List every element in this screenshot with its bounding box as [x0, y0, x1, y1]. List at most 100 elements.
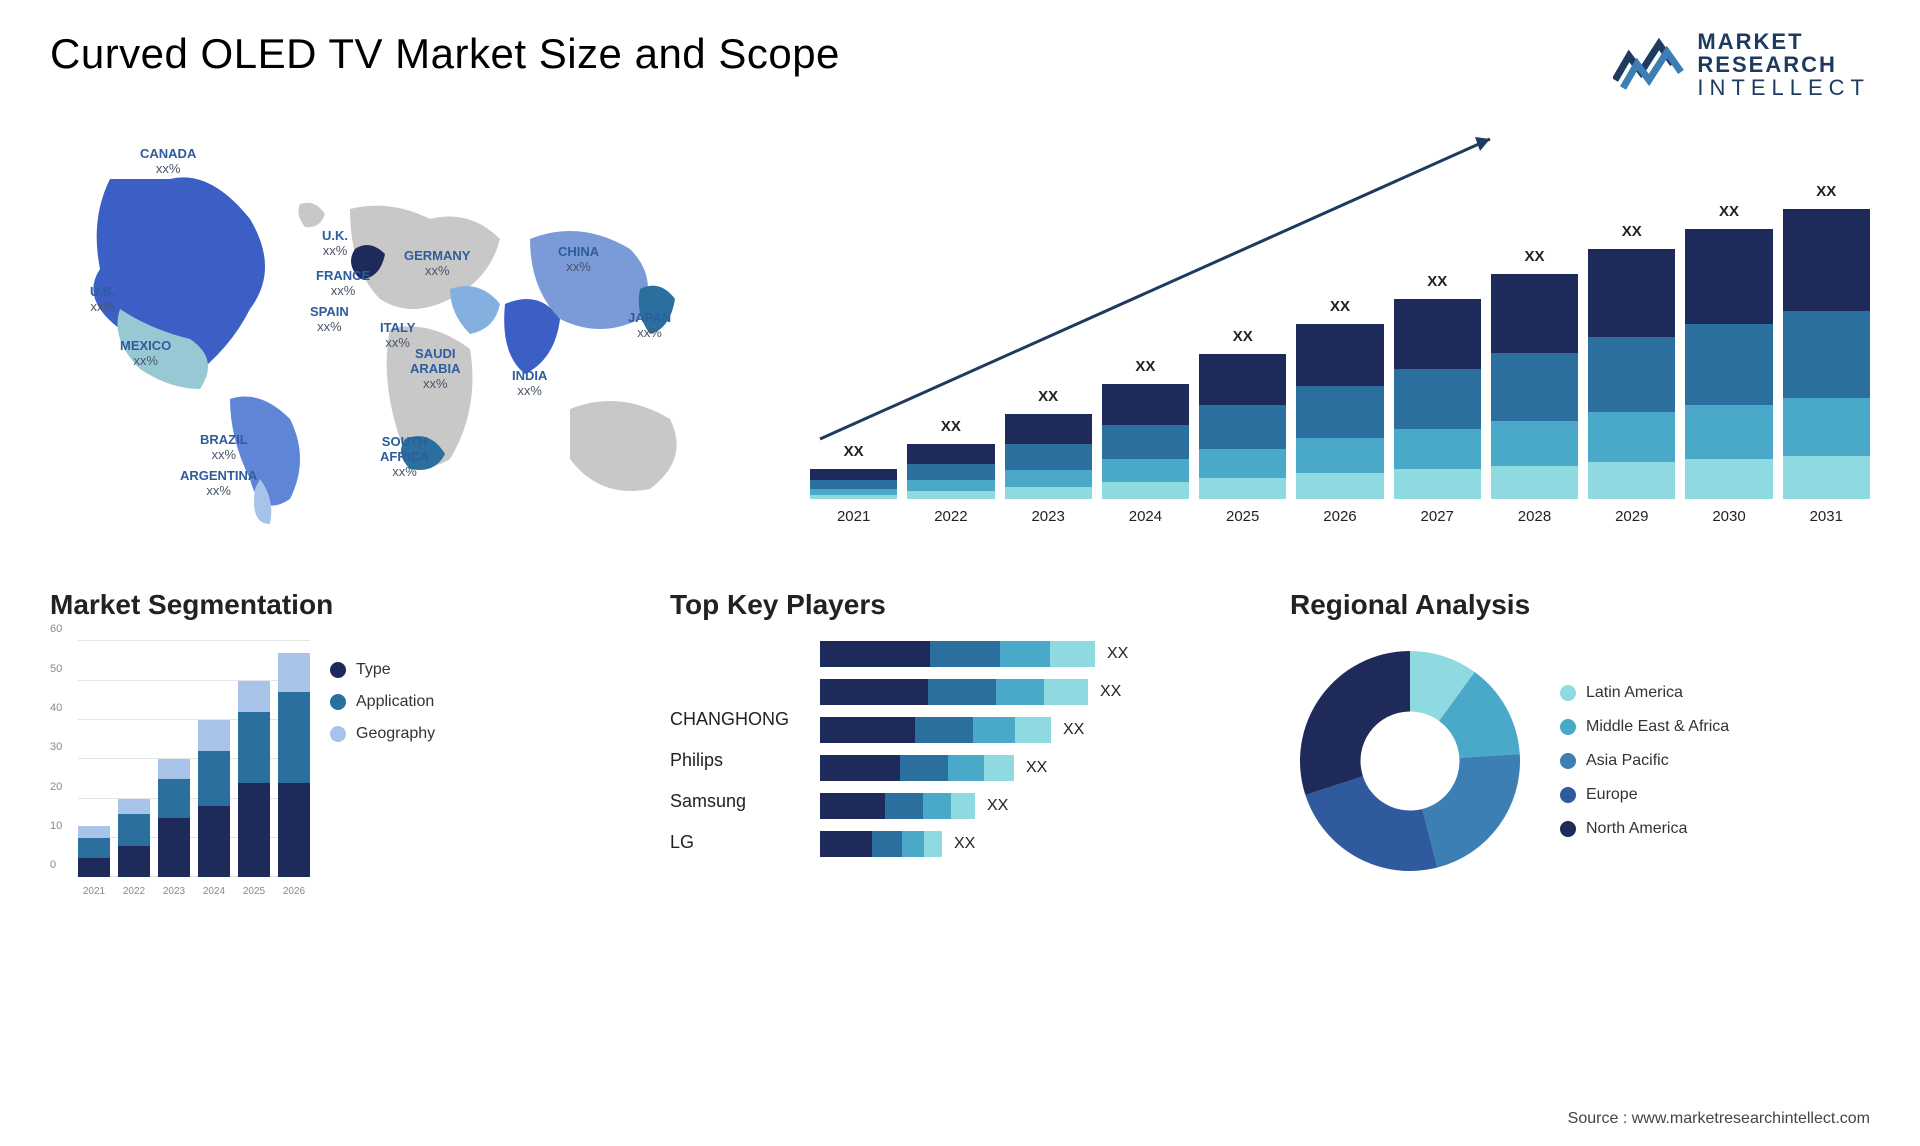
growth-bar: XX2029	[1588, 249, 1675, 499]
seg-bar-year: 2024	[198, 886, 230, 897]
growth-bar-year: 2023	[1005, 508, 1092, 525]
seg-ytick: 30	[50, 741, 62, 753]
player-bar-value: XX	[1063, 721, 1084, 739]
seg-ytick: 10	[50, 820, 62, 832]
growth-bar-year: 2024	[1102, 508, 1189, 525]
growth-bar: XX2022	[907, 444, 994, 499]
seg-bar: 2026	[278, 653, 310, 877]
growth-bar-value: XX	[1102, 358, 1189, 375]
logo-line1: MARKET	[1697, 30, 1870, 53]
growth-bar-value: XX	[1296, 298, 1383, 315]
growth-bar: XX2024	[1102, 384, 1189, 499]
map-label: ARGENTINAxx%	[180, 469, 257, 499]
growth-bar: XX2023	[1005, 414, 1092, 499]
seg-ytick: 40	[50, 702, 62, 714]
seg-ytick: 0	[50, 859, 56, 871]
player-bar-value: XX	[1100, 683, 1121, 701]
seg-bar: 2021	[78, 826, 110, 877]
legend-item: Europe	[1560, 786, 1729, 804]
map-label: INDIAxx%	[512, 369, 547, 399]
donut-slice	[1305, 777, 1437, 872]
seg-ytick: 60	[50, 623, 62, 635]
growth-bar-year: 2025	[1199, 508, 1286, 525]
legend-item: Geography	[330, 725, 435, 743]
seg-ytick: 50	[50, 663, 62, 675]
growth-bar-value: XX	[1491, 248, 1578, 265]
segmentation-legend: TypeApplicationGeography	[330, 641, 435, 901]
player-bar-value: XX	[987, 797, 1008, 815]
growth-chart: XX2021XX2022XX2023XX2024XX2025XX2026XX20…	[810, 129, 1870, 529]
seg-bar-year: 2026	[278, 886, 310, 897]
source-attribution: Source : www.marketresearchintellect.com	[1568, 1110, 1870, 1128]
map-label: SPAINxx%	[310, 305, 349, 335]
brand-logo: MARKET RESEARCH INTELLECT	[1613, 30, 1870, 99]
growth-bar-year: 2030	[1685, 508, 1772, 525]
regional-panel: Regional Analysis Latin America Middle Ea…	[1290, 589, 1870, 901]
map-label: U.K.xx%	[322, 229, 348, 259]
growth-bar: XX2021	[810, 469, 897, 499]
growth-bar: XX2025	[1199, 354, 1286, 499]
seg-bar: 2025	[238, 681, 270, 878]
top-players-panel: Top Key Players CHANGHONGPhilipsSamsungL…	[670, 589, 1250, 901]
logo-line3: INTELLECT	[1697, 76, 1870, 99]
growth-bar-year: 2026	[1296, 508, 1383, 525]
player-labels: CHANGHONGPhilipsSamsungLG	[670, 641, 800, 857]
player-name: Samsung	[670, 791, 800, 812]
growth-bar: XX2030	[1685, 229, 1772, 499]
player-bar-row: XX	[820, 831, 1250, 857]
map-label: MEXICOxx%	[120, 339, 171, 369]
growth-bar-year: 2028	[1491, 508, 1578, 525]
map-label: BRAZILxx%	[200, 433, 248, 463]
growth-bar-value: XX	[1394, 273, 1481, 290]
legend-item: Asia Pacific	[1560, 752, 1729, 770]
legend-item: Latin America	[1560, 684, 1729, 702]
growth-bar: XX2028	[1491, 274, 1578, 499]
seg-bar: 2023	[158, 759, 190, 877]
player-name: Philips	[670, 750, 800, 771]
map-label: SAUDIARABIAxx%	[410, 347, 461, 392]
map-label: CANADAxx%	[140, 147, 196, 177]
map-label: U.S.xx%	[90, 285, 115, 315]
growth-bar-year: 2029	[1588, 508, 1675, 525]
growth-bar-value: XX	[1005, 388, 1092, 405]
player-bar-value: XX	[1026, 759, 1047, 777]
seg-bar: 2022	[118, 799, 150, 878]
logo-line2: RESEARCH	[1697, 53, 1870, 76]
player-bar-row: XX	[820, 679, 1250, 705]
legend-item: Application	[330, 693, 435, 711]
growth-bar-value: XX	[907, 418, 994, 435]
growth-bar: XX2026	[1296, 324, 1383, 499]
growth-bar-value: XX	[1685, 203, 1772, 220]
player-bar-row: XX	[820, 755, 1250, 781]
growth-bar: XX2031	[1783, 209, 1870, 499]
seg-bar: 2024	[198, 720, 230, 877]
player-bar-row: XX	[820, 793, 1250, 819]
growth-bar-value: XX	[1588, 223, 1675, 240]
growth-bar: XX2027	[1394, 299, 1481, 499]
map-label: FRANCExx%	[316, 269, 370, 299]
player-bars: XXXXXXXXXXXX	[820, 641, 1250, 857]
seg-bar-year: 2025	[238, 886, 270, 897]
segmentation-chart: 0102030405060 202120222023202420252026	[50, 641, 310, 901]
donut-slice	[1300, 651, 1410, 795]
seg-bar-year: 2023	[158, 886, 190, 897]
map-label: GERMANYxx%	[404, 249, 470, 279]
growth-bar-value: XX	[1199, 328, 1286, 345]
legend-item: North America	[1560, 820, 1729, 838]
player-bar-value: XX	[954, 835, 975, 853]
world-map: CANADAxx% U.S.xx%MEXICOxx% BRAZILxx% ARGENT…	[50, 129, 750, 529]
page-title: Curved OLED TV Market Size and Scope	[50, 30, 840, 78]
seg-bar-year: 2022	[118, 886, 150, 897]
player-name: LG	[670, 832, 800, 853]
logo-mark-icon	[1613, 36, 1685, 94]
map-label: SOUTHAFRICAxx%	[380, 435, 429, 480]
regional-title: Regional Analysis	[1290, 589, 1870, 621]
seg-bar-year: 2021	[78, 886, 110, 897]
legend-item: Middle East & Africa	[1560, 718, 1729, 736]
player-bar-row: XX	[820, 717, 1250, 743]
growth-bar-year: 2031	[1783, 508, 1870, 525]
regional-legend: Latin America Middle East & Africa Asia Pa…	[1560, 684, 1729, 838]
growth-bar-value: XX	[1783, 183, 1870, 200]
growth-bar-year: 2027	[1394, 508, 1481, 525]
map-label: JAPANxx%	[628, 311, 671, 341]
